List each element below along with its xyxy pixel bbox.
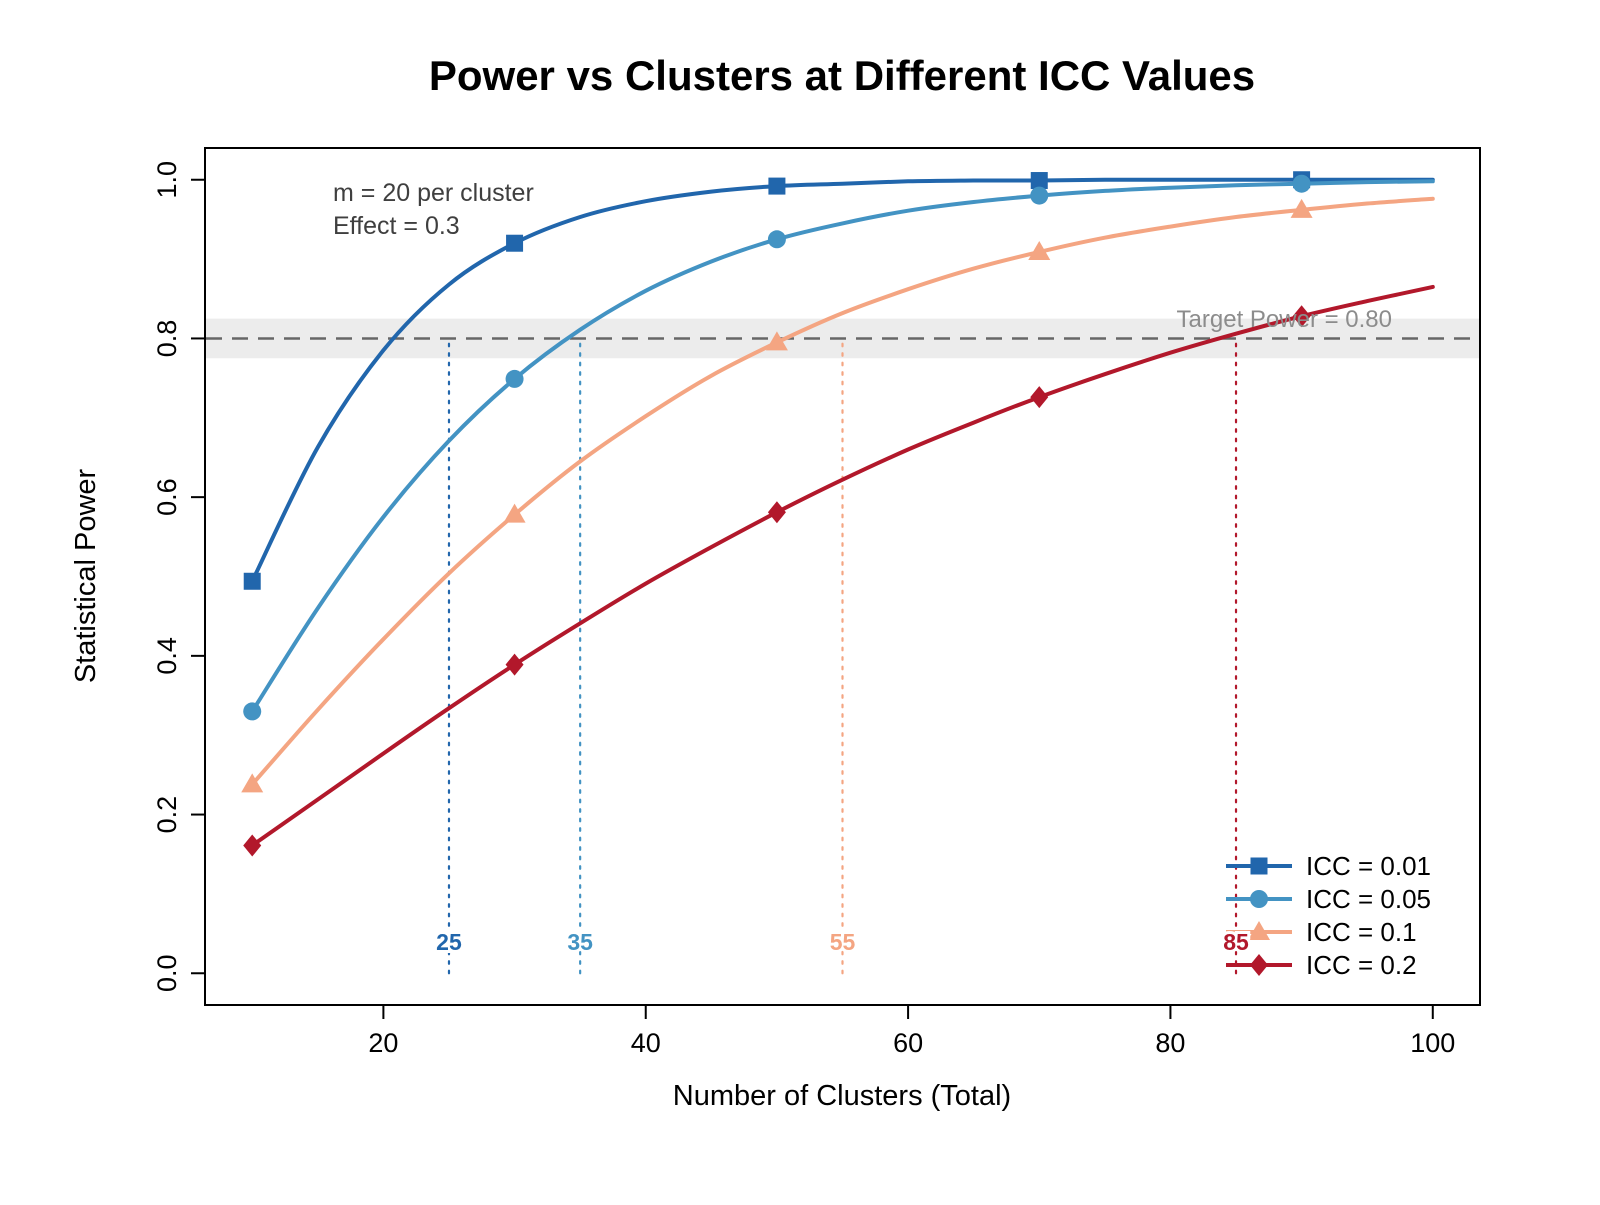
y-axis-title: Statistical Power	[70, 468, 102, 683]
data-point-marker	[243, 572, 261, 590]
series-markers-layer	[241, 171, 1313, 857]
series-curves-layer	[250, 177, 1435, 848]
target-power-label: Target Power = 0.80	[1177, 306, 1392, 333]
data-point-marker	[503, 503, 526, 523]
series-curve	[250, 284, 1435, 848]
data-point-marker	[243, 834, 262, 857]
y-tick-label: 0.2	[152, 796, 182, 834]
legend-label: ICC = 0.2	[1306, 950, 1417, 980]
legend-item: ICC = 0.2	[1226, 950, 1417, 980]
x-axis-title: Number of Clusters (Total)	[673, 1080, 1011, 1112]
data-point-marker	[1292, 305, 1311, 328]
axes-layer: 20 40 60 80 100 0.0 0.2 0.4 0.6 0.8 1.0	[152, 147, 1481, 1058]
data-point-marker	[1290, 198, 1313, 218]
x-tick-label: 80	[1155, 1028, 1185, 1058]
y-tick-label: 0.4	[152, 637, 182, 675]
legend-marker-triangle	[1248, 921, 1270, 940]
legend-marker-diamond	[1250, 954, 1268, 976]
required-clusters-label: 85	[1223, 929, 1249, 955]
annotation-m-per-cluster: m = 20 per cluster	[333, 179, 534, 207]
legend-marker-circle	[1250, 890, 1268, 908]
data-point-marker	[506, 234, 524, 252]
legend-item: ICC = 0.05	[1226, 884, 1431, 914]
required-clusters-label: 25	[436, 929, 462, 955]
y-tick-label: 0.6	[152, 478, 182, 516]
plot-box	[204, 147, 1481, 1006]
series-curve	[250, 196, 1435, 787]
x-tick-label: 40	[631, 1028, 661, 1058]
series-curve	[250, 177, 1435, 584]
y-tick-label: 0.8	[152, 320, 182, 358]
required-clusters-label: 35	[567, 929, 593, 955]
legend-item: ICC = 0.01	[1226, 851, 1431, 881]
legend-marker-square	[1250, 857, 1268, 875]
legend-label: ICC = 0.01	[1306, 851, 1431, 881]
data-point-marker	[241, 773, 264, 793]
data-point-marker	[1030, 386, 1049, 409]
data-point-marker	[1030, 172, 1048, 190]
data-point-marker	[243, 702, 262, 721]
legend-label: ICC = 0.05	[1306, 884, 1431, 914]
y-tick-label: 0.0	[152, 954, 182, 992]
data-point-marker	[1028, 240, 1051, 260]
data-point-marker	[505, 653, 524, 676]
annotation-effect-size: Effect = 0.3	[333, 212, 460, 240]
data-point-marker	[767, 501, 786, 524]
x-tick-label: 60	[893, 1028, 923, 1058]
legend-item: ICC = 0.1	[1226, 917, 1417, 947]
chart-title: Power vs Clusters at Different ICC Value…	[429, 52, 1255, 99]
data-point-marker	[1292, 174, 1311, 193]
required-clusters-lines-layer	[447, 337, 1238, 975]
required-clusters-label: 55	[830, 929, 856, 955]
required-clusters-labels-layer: 25 35 55 85	[433, 926, 1252, 958]
legend-label: ICC = 0.1	[1306, 917, 1417, 947]
x-tick-label: 20	[368, 1028, 398, 1058]
data-point-marker	[505, 369, 524, 388]
series-curve	[250, 179, 1435, 714]
x-tick-label: 100	[1410, 1028, 1455, 1058]
data-point-marker	[765, 331, 788, 351]
data-point-marker	[767, 230, 786, 249]
data-point-marker	[768, 177, 786, 195]
y-tick-label: 1.0	[152, 161, 182, 199]
data-point-marker	[1030, 186, 1049, 205]
